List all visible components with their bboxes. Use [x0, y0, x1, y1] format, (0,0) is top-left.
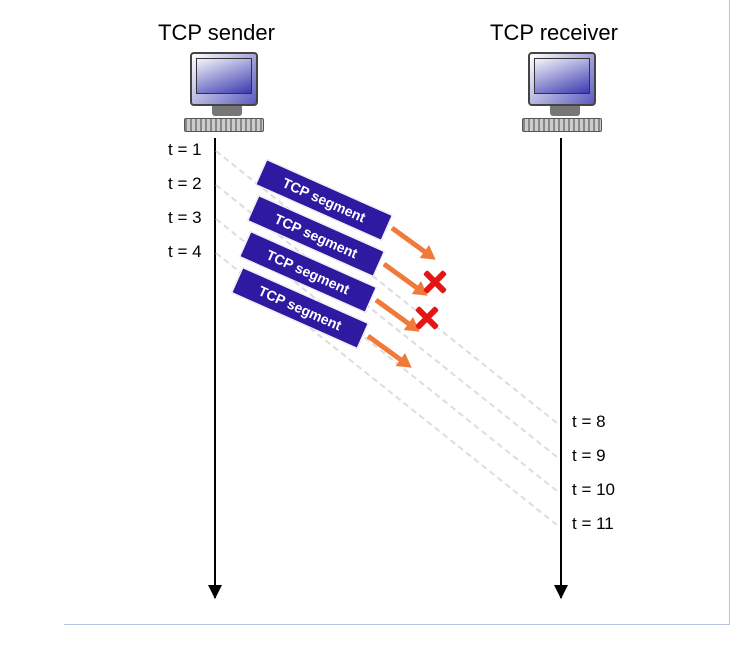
- title-sender: TCP sender: [158, 20, 275, 46]
- sender-time-label: t = 4: [168, 242, 202, 262]
- receiver-time-label: t = 8: [572, 412, 606, 432]
- frame-bottom-edge: [64, 624, 730, 625]
- computer-icon: [528, 52, 602, 132]
- receiver-time-label: t = 11: [572, 514, 614, 534]
- computer-icon: [190, 52, 264, 132]
- packet-lost-icon: [414, 306, 438, 330]
- sender-time-label: t = 1: [168, 140, 202, 160]
- receiver-time-label: t = 9: [572, 446, 606, 466]
- title-receiver: TCP receiver: [490, 20, 618, 46]
- frame-right-edge: [729, 0, 730, 625]
- sender-time-label: t = 3: [168, 208, 202, 228]
- receiver-timeline: [560, 138, 562, 598]
- packet-lost-icon: [422, 270, 446, 294]
- sender-time-label: t = 2: [168, 174, 202, 194]
- sender-timeline: [214, 138, 216, 598]
- tcp-diagram: TCP sender TCP receiver t = 1 t = 2 t = 3 t…: [0, 0, 752, 649]
- receiver-time-label: t = 10: [572, 480, 615, 500]
